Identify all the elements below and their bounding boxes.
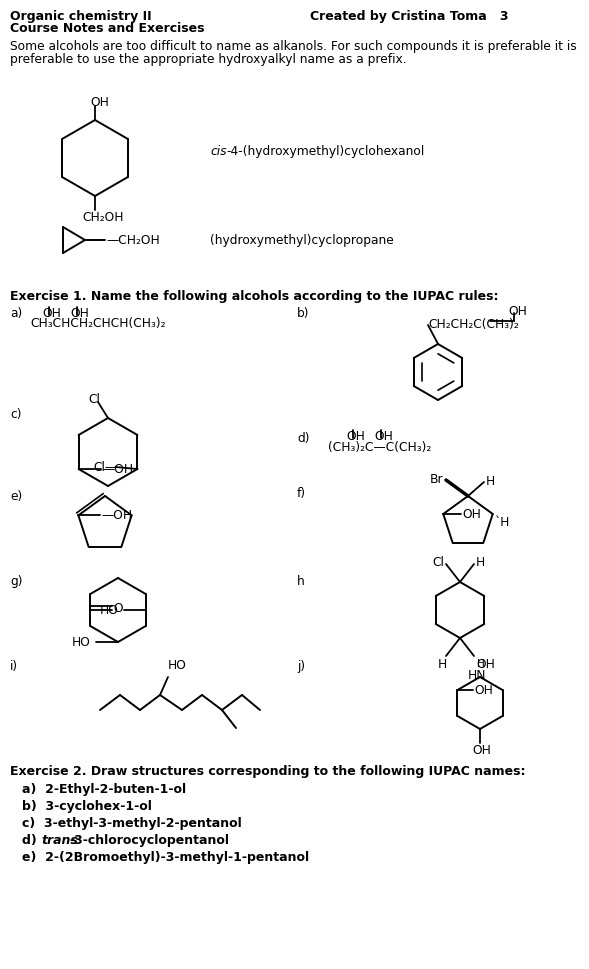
Text: b): b) <box>297 307 309 320</box>
Text: HO: HO <box>168 659 187 672</box>
Text: d): d) <box>297 432 309 445</box>
Text: HN: HN <box>468 669 487 682</box>
Text: Exercise 1. Name the following alcohols according to the IUPAC rules:: Exercise 1. Name the following alcohols … <box>10 290 498 303</box>
Text: c): c) <box>10 408 22 421</box>
Text: `H: `H <box>495 516 510 529</box>
Text: OH: OH <box>472 744 491 757</box>
Text: OH: OH <box>374 430 393 443</box>
Text: Cl: Cl <box>432 556 444 569</box>
Text: H: H <box>476 556 485 569</box>
Text: —CH₂OH: —CH₂OH <box>106 234 160 247</box>
Text: g): g) <box>10 575 22 588</box>
Text: Br: Br <box>430 473 444 486</box>
Text: Organic chemistry II: Organic chemistry II <box>10 10 151 23</box>
Text: OH: OH <box>42 307 61 320</box>
Text: H: H <box>477 659 485 669</box>
Text: i): i) <box>10 660 18 673</box>
Text: Cl—: Cl— <box>94 461 118 474</box>
Text: OH: OH <box>70 307 89 320</box>
Text: OH: OH <box>475 684 494 697</box>
Text: e): e) <box>10 490 22 503</box>
Text: d): d) <box>22 834 45 847</box>
Text: H: H <box>438 658 447 671</box>
Text: c)  3-ethyl-3-methyl-2-pentanol: c) 3-ethyl-3-methyl-2-pentanol <box>22 817 241 830</box>
Text: Cl: Cl <box>88 393 100 406</box>
Text: j): j) <box>297 660 305 673</box>
Text: a)  2-Ethyl-2-buten-1-ol: a) 2-Ethyl-2-buten-1-ol <box>22 783 186 796</box>
Text: OH: OH <box>462 508 481 521</box>
Text: OH: OH <box>90 96 109 109</box>
Text: O: O <box>113 602 123 615</box>
Text: OH: OH <box>508 305 527 318</box>
Text: -3-chlorocyclopentanol: -3-chlorocyclopentanol <box>69 834 229 847</box>
Text: CH₂CH₂C(CH₃)₂: CH₂CH₂C(CH₃)₂ <box>428 318 519 331</box>
Text: (hydroxymethyl)cyclopropane: (hydroxymethyl)cyclopropane <box>210 234 394 247</box>
Text: b)  3-cyclohex-1-ol: b) 3-cyclohex-1-ol <box>22 800 152 813</box>
Text: e)  2-(2Bromoethyl)-3-methyl-1-pentanol: e) 2-(2Bromoethyl)-3-methyl-1-pentanol <box>22 851 309 864</box>
Text: CH₂OH: CH₂OH <box>82 211 124 224</box>
Text: Exercise 2. Draw structures corresponding to the following IUPAC names:: Exercise 2. Draw structures correspondin… <box>10 765 525 778</box>
Text: H: H <box>486 475 495 488</box>
Text: —OH: —OH <box>101 510 133 522</box>
Text: -4-(hydroxymethyl)cyclohexanol: -4-(hydroxymethyl)cyclohexanol <box>226 145 424 158</box>
Text: (CH₃)₂C—C(CH₃)₂: (CH₃)₂C—C(CH₃)₂ <box>328 441 431 454</box>
Text: Created by Cristina Toma   3: Created by Cristina Toma 3 <box>310 10 508 23</box>
Text: HO: HO <box>72 636 91 649</box>
Text: OH: OH <box>346 430 365 443</box>
Text: cis: cis <box>210 145 227 158</box>
Text: a): a) <box>10 307 22 320</box>
Text: preferable to use the appropriate hydroxyalkyl name as a prefix.: preferable to use the appropriate hydrox… <box>10 53 406 66</box>
Text: —OH: —OH <box>102 463 134 476</box>
Text: Course Notes and Exercises: Course Notes and Exercises <box>10 22 204 35</box>
Text: Some alcohols are too difficult to name as alkanols. For such compounds it is pr: Some alcohols are too difficult to name … <box>10 40 577 53</box>
Text: h: h <box>297 575 305 588</box>
Text: f): f) <box>297 487 306 500</box>
Text: HO: HO <box>100 604 118 617</box>
Text: trans: trans <box>41 834 78 847</box>
Text: CH₃CHCH₂CHCH(CH₃)₂: CH₃CHCH₂CHCH(CH₃)₂ <box>30 317 166 330</box>
Text: OH: OH <box>476 658 495 671</box>
